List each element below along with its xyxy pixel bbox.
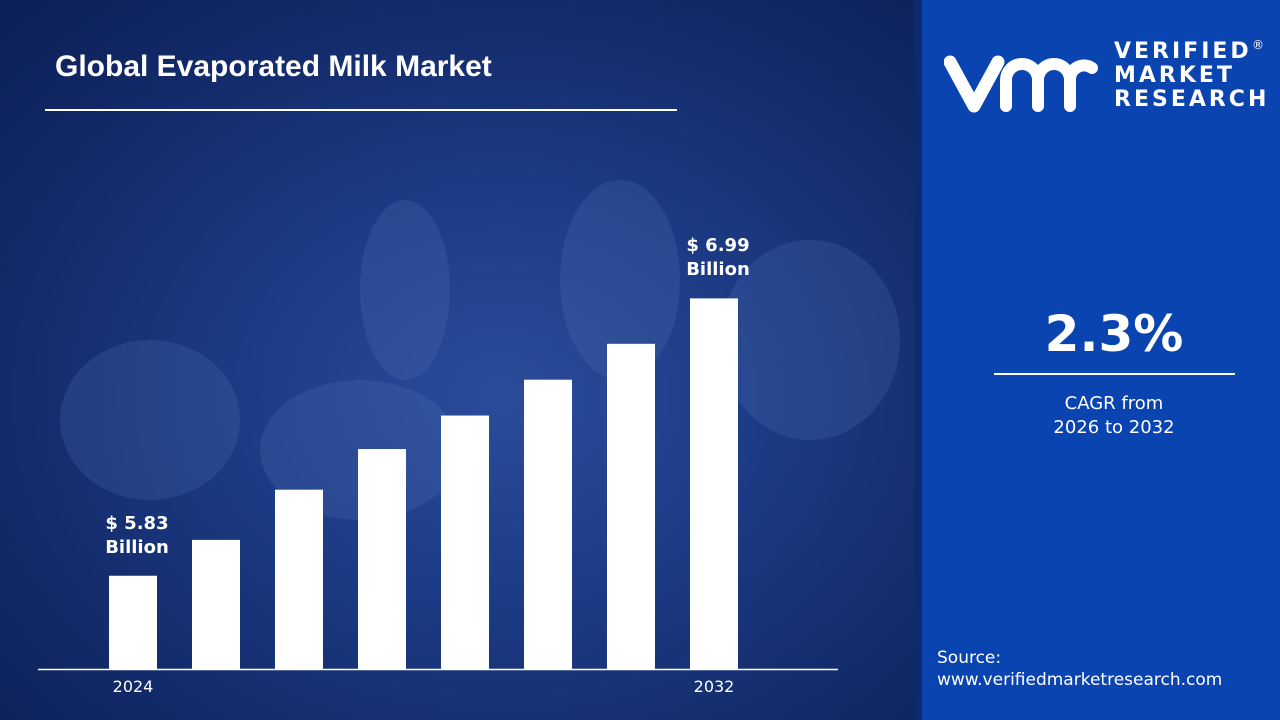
- cagr-value: 2.3%: [1044, 305, 1184, 363]
- bar-5: [524, 379, 572, 669]
- bar-chart: [0, 0, 914, 720]
- x-tick-label: 2024: [112, 677, 154, 696]
- bar-4: [441, 415, 489, 669]
- source-url[interactable]: www.verifiedmarketresearch.com: [937, 670, 1223, 690]
- cagr-label: CAGR from 2026 to 2032: [994, 392, 1234, 440]
- data-label-unit: Billion: [686, 259, 750, 281]
- chart-title: Global Evaporated Milk Market: [55, 50, 492, 83]
- data-label-value: $ 6.99: [686, 235, 750, 257]
- registered-mark: ®: [1252, 38, 1264, 52]
- title-underline: [45, 109, 677, 111]
- data-label: $ 6.99 Billion: [658, 234, 778, 282]
- x-tick-label: 2032: [693, 677, 735, 696]
- brand-line-2: MARKET: [1114, 63, 1235, 88]
- data-label-unit: Billion: [105, 536, 169, 558]
- cagr-label-line-2: 2026 to 2032: [1053, 417, 1175, 438]
- bar-2: [275, 489, 323, 669]
- cagr-divider: [994, 373, 1235, 375]
- brand-line-1: VERIFIED: [1114, 39, 1252, 64]
- data-label: $ 5.83 Billion: [77, 512, 197, 560]
- divider: [914, 0, 922, 720]
- brand-name: VERIFIED MARKET RESEARCH: [1114, 40, 1269, 112]
- bar-7: [690, 298, 738, 669]
- vmr-logo-icon: [944, 55, 1098, 113]
- source-label: Source:: [937, 648, 1002, 668]
- source: Source: www.verifiedmarketresearch.com: [937, 647, 1222, 691]
- brand-line-3: RESEARCH: [1114, 87, 1270, 112]
- cagr-label-line-1: CAGR from: [1064, 393, 1164, 414]
- side-panel: [922, 0, 1280, 720]
- bar-0: [109, 575, 157, 669]
- bar-6: [607, 343, 655, 669]
- bar-1: [192, 539, 240, 669]
- bar-3: [358, 449, 406, 669]
- data-label-value: $ 5.83: [105, 512, 169, 534]
